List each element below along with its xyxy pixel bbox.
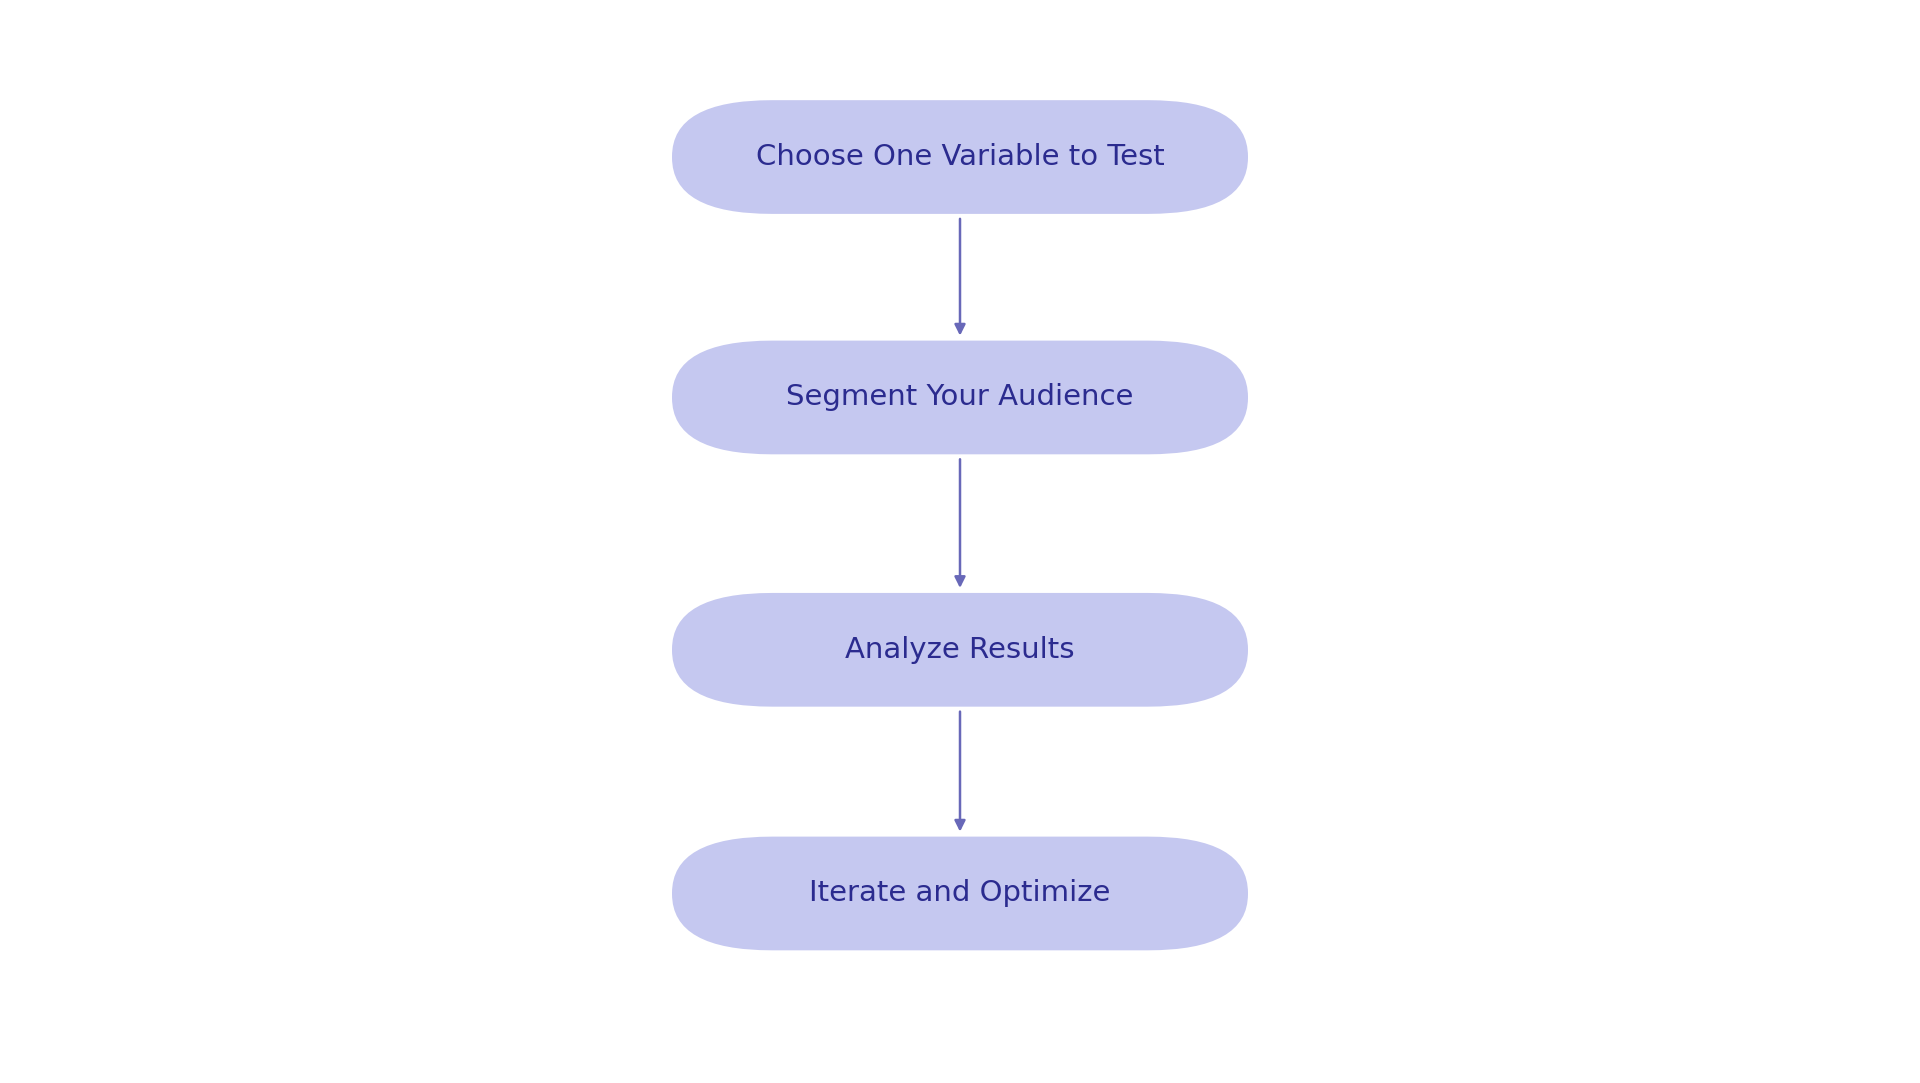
Text: Choose One Variable to Test: Choose One Variable to Test: [756, 143, 1164, 171]
Text: Segment Your Audience: Segment Your Audience: [787, 383, 1133, 412]
FancyBboxPatch shape: [672, 101, 1248, 214]
Text: Analyze Results: Analyze Results: [845, 636, 1075, 664]
FancyBboxPatch shape: [672, 593, 1248, 706]
Text: Iterate and Optimize: Iterate and Optimize: [810, 879, 1110, 908]
FancyBboxPatch shape: [672, 341, 1248, 455]
FancyBboxPatch shape: [672, 837, 1248, 951]
